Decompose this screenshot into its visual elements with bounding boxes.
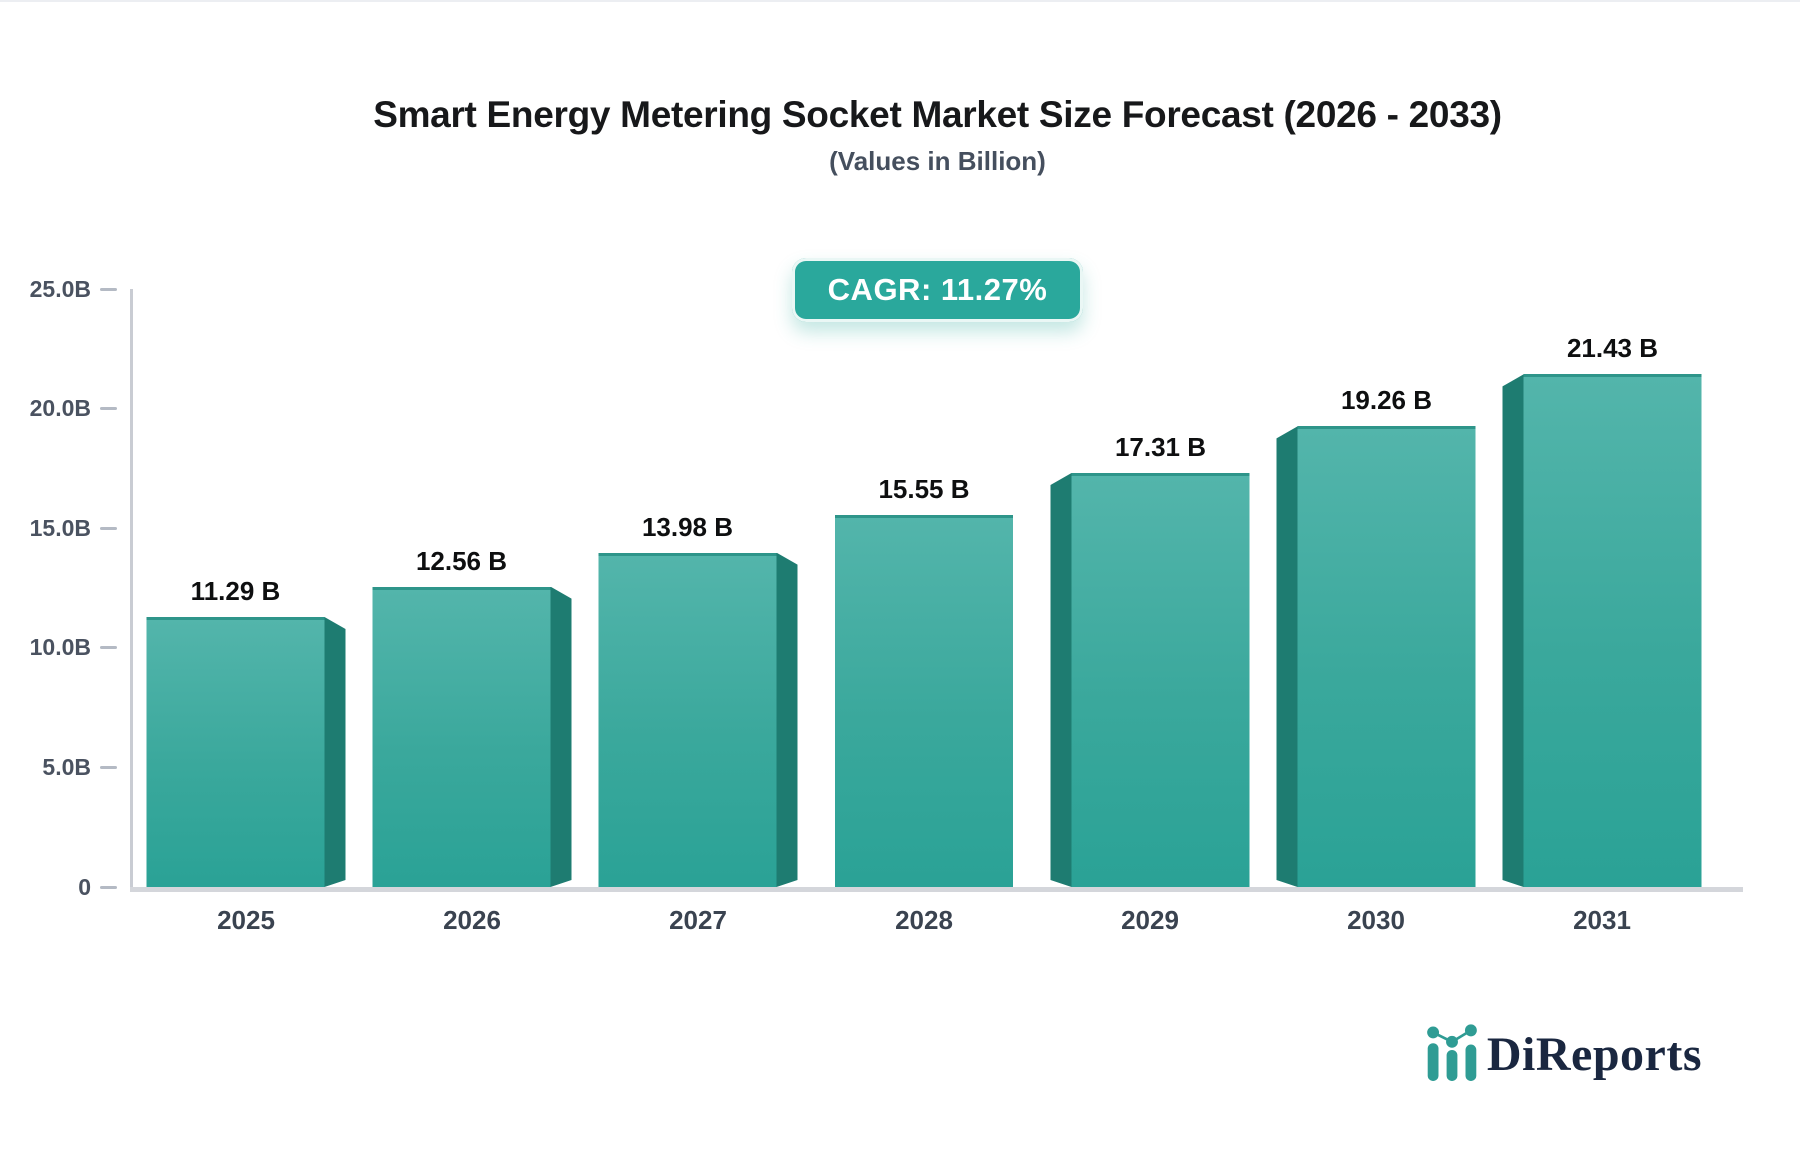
bar-slot-2027: 13.98 B [585,289,811,887]
logo-text: DiReports [1486,1027,1702,1081]
y-axis: 25.0B 20.0B 15.0B 10.0B 5.0B 0 [0,276,130,900]
bar-side-face [1277,426,1298,887]
bar-body [146,616,325,887]
y-tick-label: 10.0B [29,634,91,661]
bar-2029: 17.31 B [1051,432,1250,887]
bar-side-face [1051,473,1072,887]
bar-slot-2026: 12.56 B [359,289,585,887]
bar-2031: 21.43 B [1503,333,1702,887]
bar-slot-2028: 15.55 B [811,289,1037,887]
bar-value-label: 12.56 B [415,545,508,576]
y-tick-dash [100,646,117,650]
year-label-2026: 2026 [443,905,501,935]
y-tick-dash [100,526,117,530]
bar-body [1071,472,1250,887]
year-label-2029: 2029 [1121,905,1179,935]
bar-value-label: 17.31 B [1114,431,1207,462]
cagr-badge-wrap: CAGR: 11.27% [130,258,1745,322]
year-label-2031: 2031 [1573,905,1631,935]
y-tick-label: 25.0B [29,275,91,302]
bar-body [1297,426,1476,887]
cagr-badge: CAGR: 11.27% [791,258,1084,322]
y-tick-dash [100,407,117,411]
bar-2026: 12.56 B [372,546,572,887]
x-axis-labels: 2025 2026 2027 2028 2029 2030 2031 [133,905,1715,936]
y-tick-25.0B: 25.0B [0,275,130,303]
year-label-2030: 2030 [1347,905,1405,935]
year-label-2027: 2027 [669,905,727,935]
bar-2027: 13.98 B [598,512,798,887]
bar-body [835,515,1013,887]
bar-body [372,586,551,887]
y-tick-20.0B: 20.0B [0,395,130,423]
bars-row: 11.29 B 12.56 B 13.98 B 15.55 B 17.31 B 19.26… [133,289,1715,887]
logo: DiReports [1425,1024,1702,1084]
page-subtitle: (Values in Billion) [829,146,1046,176]
bar-value-label: 21.43 B [1566,333,1659,364]
bar-value-label: 13.98 B [641,511,734,542]
bar-value-label: 19.26 B [1340,385,1433,416]
y-tick-dash [100,885,117,889]
y-tick-label: 15.0B [29,514,91,541]
bar-slot-2031: 21.43 B [1489,289,1715,887]
bar-side-face [1503,374,1524,887]
bar-value-label: 15.55 B [878,474,970,505]
bar-chart-logo-icon [1427,1024,1477,1081]
bar-2025: 11.29 B [146,576,346,887]
y-tick-label: 0 [78,873,91,900]
y-tick-label: 5.0B [42,753,91,780]
bar-2030: 19.26 B [1277,385,1476,887]
bar-slot-2030: 19.26 B [1263,289,1489,887]
bar-side-face [325,617,346,887]
bar-body [1523,374,1702,887]
bar-slot-2025: 11.29 B [133,289,359,887]
bar-2028: 15.55 B [835,474,1013,887]
page-title: Smart Energy Metering Socket Market Size… [373,94,1502,135]
y-tick-15.0B: 15.0B [0,514,130,542]
chart-header: Smart Energy Metering Socket Market Size… [130,94,1745,177]
y-tick-label: 20.0B [29,395,91,422]
year-label-2028: 2028 [895,905,953,935]
bar-side-face [551,587,572,887]
y-tick-dash [100,287,117,291]
chart-plot-area: 11.29 B 12.56 B 13.98 B 15.55 B 17.31 B 19.26… [130,289,1745,892]
y-axis-line [130,289,133,887]
bar-value-label: 11.29 B [190,575,281,606]
x-axis-baseline [130,887,1743,892]
year-label-2025: 2025 [217,905,275,935]
y-tick-5.0B: 5.0B [0,753,130,781]
bar-side-face [777,553,798,887]
bar-body [598,552,777,887]
y-tick-dash [100,765,117,769]
y-tick-10.0B: 10.0B [0,634,130,662]
y-tick-0: 0 [0,873,130,901]
bar-slot-2029: 17.31 B [1037,289,1263,887]
